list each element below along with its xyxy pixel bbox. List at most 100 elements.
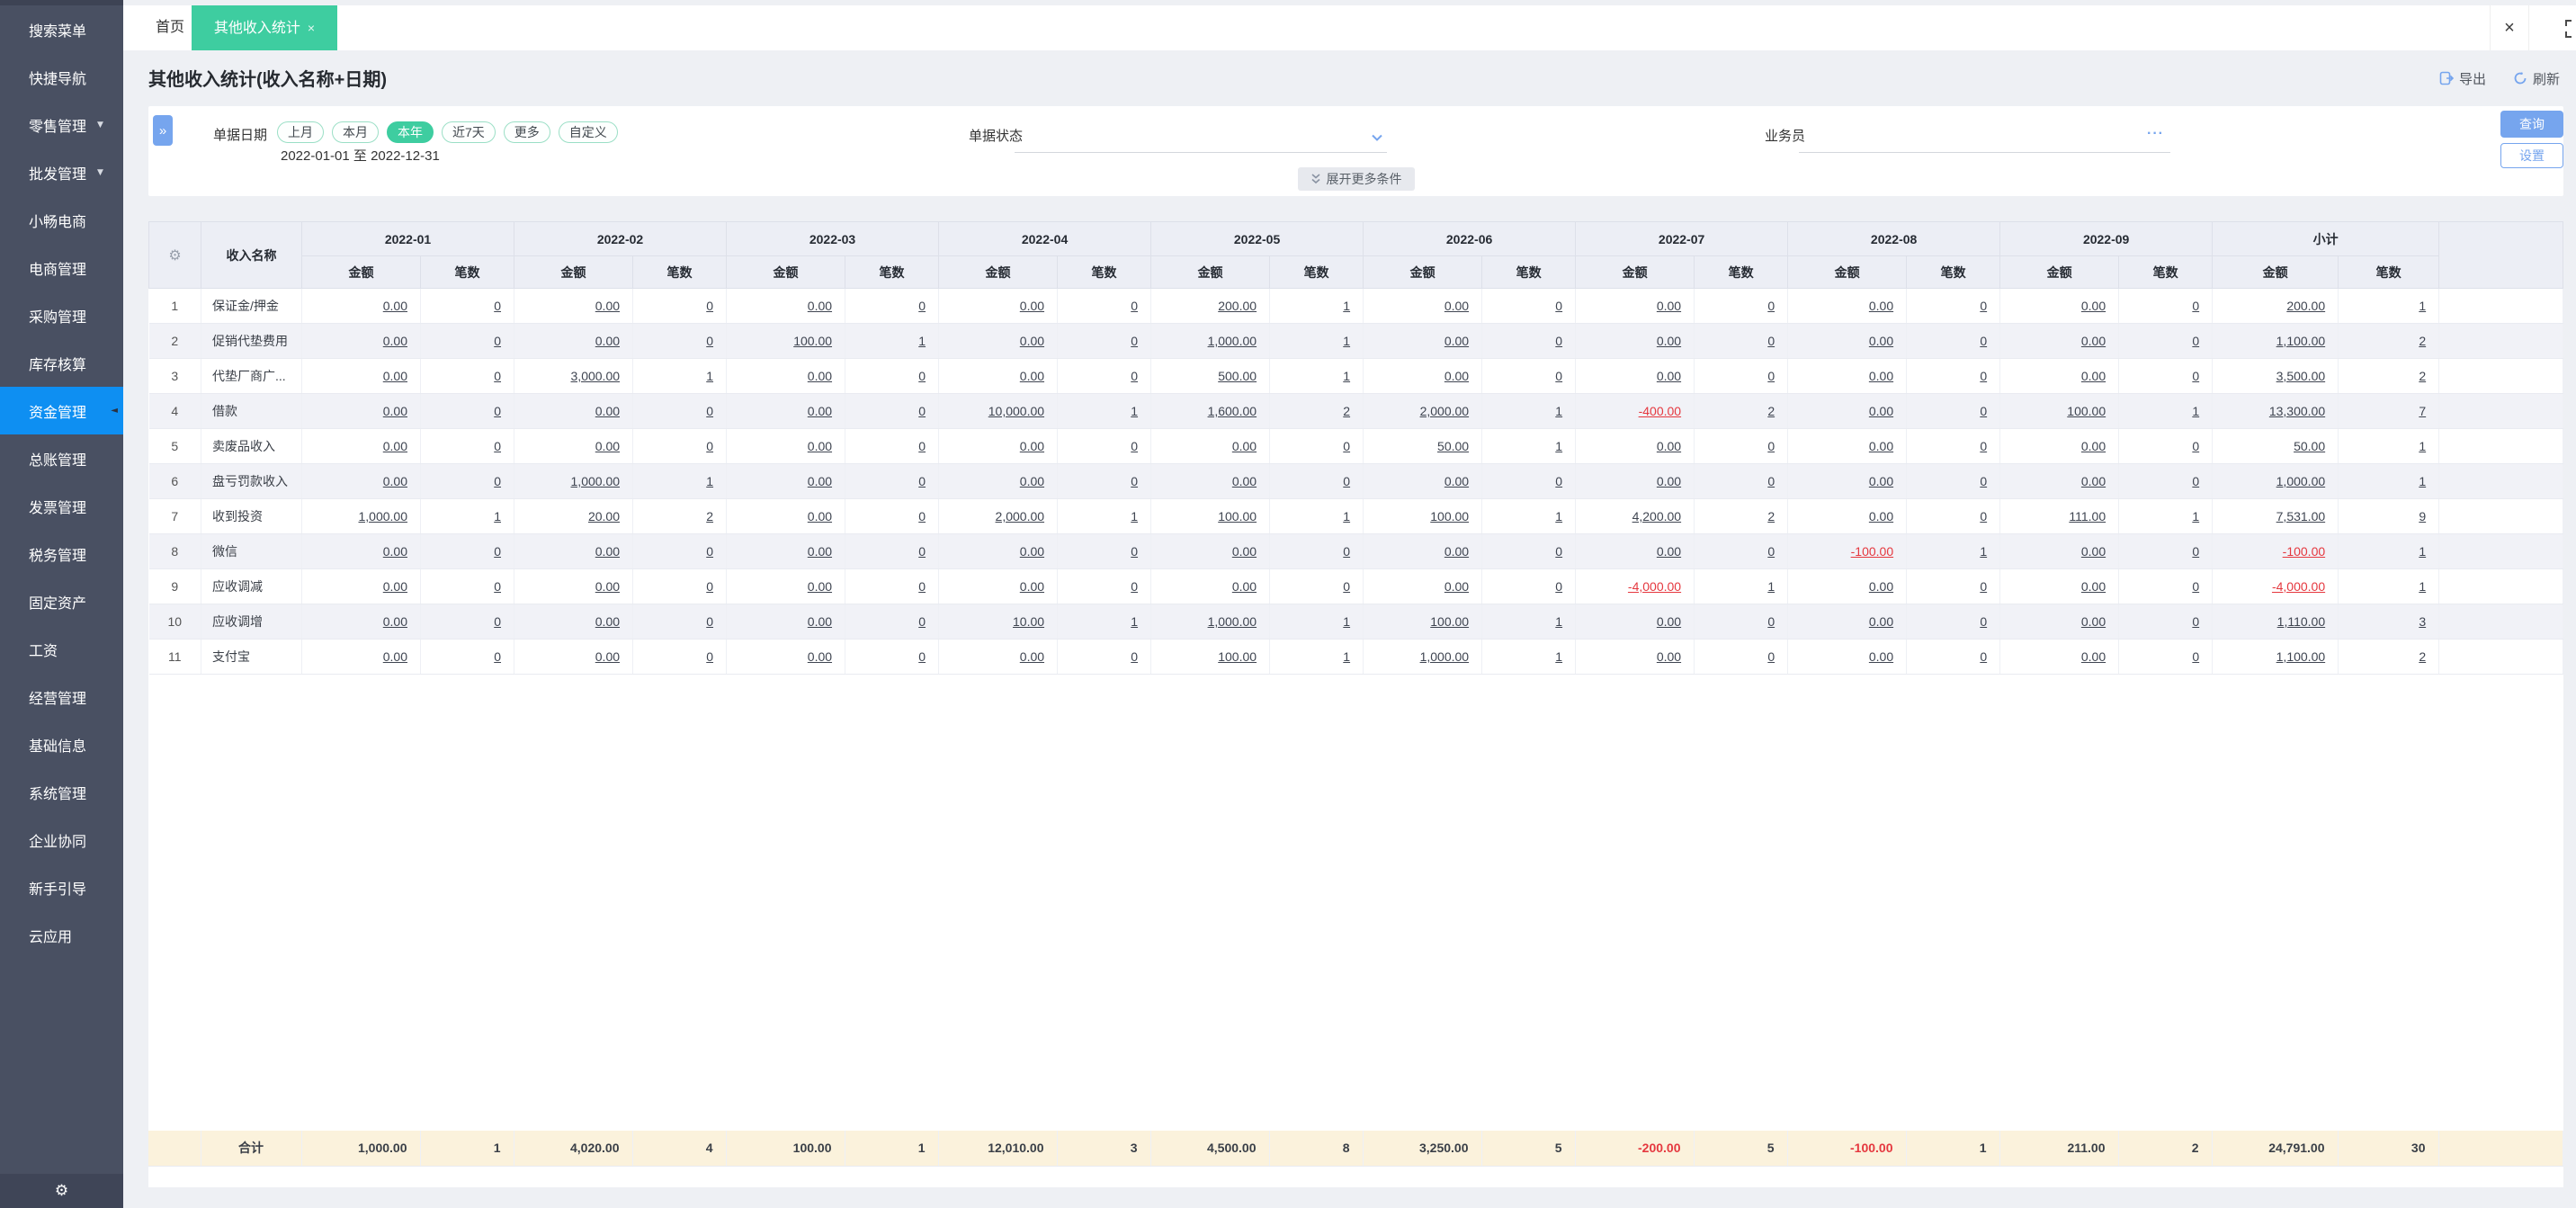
count-link[interactable]: 0 <box>1131 544 1139 559</box>
sidebar-item-系统管理[interactable]: 系统管理 <box>0 768 123 816</box>
close-icon[interactable]: × <box>2490 5 2529 50</box>
sidebar-item-电商管理[interactable]: 电商管理 <box>0 244 123 291</box>
amount-link[interactable]: 0.00 <box>807 299 833 313</box>
amount-link[interactable]: 0.00 <box>1019 474 1045 488</box>
count-link[interactable]: 0 <box>918 544 926 559</box>
amount-link[interactable]: 1,000.00 <box>1207 614 1257 629</box>
count-link[interactable]: 0 <box>2192 614 2200 629</box>
sidebar-item-批发管理[interactable]: 批发管理 ▼ <box>0 148 123 196</box>
amount-link[interactable]: 0.00 <box>2080 334 2106 348</box>
sidebar-item-搜索菜单[interactable]: 搜索菜单 <box>0 5 123 53</box>
amount-link[interactable]: 200.00 <box>1218 299 1257 313</box>
settings-button[interactable]: 设置 <box>2500 143 2563 168</box>
count-link[interactable]: 1 <box>2419 579 2427 594</box>
amount-link[interactable]: 0.00 <box>1019 439 1045 453</box>
count-link[interactable]: 0 <box>2192 474 2200 488</box>
count-link[interactable]: 0 <box>494 334 502 348</box>
status-input[interactable] <box>1015 130 1387 153</box>
collapse-panel-button[interactable]: » <box>153 115 173 146</box>
amount-link[interactable]: 0.00 <box>1019 334 1045 348</box>
count-link[interactable]: 7 <box>2419 404 2427 418</box>
sidebar-item-采购管理[interactable]: 采购管理 <box>0 291 123 339</box>
amount-link[interactable]: -100.00 <box>1850 544 1894 559</box>
sidebar-item-固定资产[interactable]: 固定资产 <box>0 577 123 625</box>
amount-link[interactable]: 0.00 <box>1019 544 1045 559</box>
count-link[interactable]: 0 <box>918 614 926 629</box>
amount-link[interactable]: 200.00 <box>2286 299 2326 313</box>
count-link[interactable]: 0 <box>918 439 926 453</box>
sidebar-item-税务管理[interactable]: 税务管理 <box>0 530 123 577</box>
sidebar-item-经营管理[interactable]: 经营管理 <box>0 673 123 720</box>
count-link[interactable]: 0 <box>2192 334 2200 348</box>
amount-link[interactable]: 0.00 <box>595 614 621 629</box>
count-link[interactable]: 0 <box>1343 474 1351 488</box>
count-link[interactable]: 1 <box>1131 509 1139 523</box>
count-link[interactable]: 0 <box>1555 474 1563 488</box>
count-link[interactable]: 0 <box>2192 544 2200 559</box>
amount-link[interactable]: 0.00 <box>382 404 407 418</box>
count-link[interactable]: 0 <box>1980 439 1988 453</box>
count-link[interactable]: 0 <box>2192 439 2200 453</box>
count-link[interactable]: 0 <box>706 649 714 664</box>
amount-link[interactable]: 0.00 <box>595 579 621 594</box>
amount-link[interactable]: 0.00 <box>1868 404 1894 418</box>
amount-link[interactable]: 13,300.00 <box>2268 404 2326 418</box>
sidebar-item-企业协同[interactable]: 企业协同 <box>0 816 123 863</box>
salesman-picker-icon[interactable]: ··· <box>2147 126 2164 141</box>
count-link[interactable]: 0 <box>1343 544 1351 559</box>
amount-link[interactable]: 0.00 <box>595 334 621 348</box>
count-link[interactable]: 0 <box>1131 299 1139 313</box>
count-link[interactable]: 0 <box>918 299 926 313</box>
count-link[interactable]: 0 <box>1555 334 1563 348</box>
amount-link[interactable]: 0.00 <box>1231 579 1257 594</box>
amount-link[interactable]: 0.00 <box>2080 614 2106 629</box>
count-link[interactable]: 0 <box>1131 579 1139 594</box>
amount-link[interactable]: 0.00 <box>2080 474 2106 488</box>
count-link[interactable]: 1 <box>1555 439 1563 453</box>
amount-link[interactable]: 0.00 <box>1656 544 1682 559</box>
amount-link[interactable]: 2,000.00 <box>1419 404 1470 418</box>
date-preset-本月[interactable]: 本月 <box>332 121 379 143</box>
amount-link[interactable]: 0.00 <box>1868 439 1894 453</box>
count-link[interactable]: 1 <box>706 369 714 383</box>
amount-link[interactable]: 0.00 <box>1444 299 1470 313</box>
amount-link[interactable]: 100.00 <box>1218 509 1257 523</box>
count-link[interactable]: 3 <box>2419 614 2427 629</box>
count-link[interactable]: 0 <box>1767 649 1775 664</box>
date-preset-自定义[interactable]: 自定义 <box>558 121 618 143</box>
tab-other-income-stats[interactable]: 其他收入统计 × <box>192 5 337 50</box>
count-link[interactable]: 0 <box>706 614 714 629</box>
amount-link[interactable]: 50.00 <box>2294 439 2326 453</box>
amount-link[interactable]: 0.00 <box>2080 439 2106 453</box>
amount-link[interactable]: 0.00 <box>2080 579 2106 594</box>
count-link[interactable]: 2 <box>2419 334 2427 348</box>
amount-link[interactable]: 0.00 <box>807 404 833 418</box>
count-link[interactable]: 2 <box>1343 404 1351 418</box>
date-preset-更多[interactable]: 更多 <box>503 121 550 143</box>
amount-link[interactable]: 0.00 <box>1444 369 1470 383</box>
count-link[interactable]: 2 <box>2419 649 2427 664</box>
count-link[interactable]: 1 <box>918 334 926 348</box>
amount-link[interactable]: 2,000.00 <box>995 509 1045 523</box>
amount-link[interactable]: 0.00 <box>382 439 407 453</box>
count-link[interactable]: 0 <box>2192 299 2200 313</box>
count-link[interactable]: 0 <box>494 439 502 453</box>
count-link[interactable]: 0 <box>1131 334 1139 348</box>
count-link[interactable]: 0 <box>1767 369 1775 383</box>
count-link[interactable]: 0 <box>2192 369 2200 383</box>
amount-link[interactable]: 111.00 <box>2069 509 2106 523</box>
sidebar-item-云应用[interactable]: 云应用 <box>0 911 123 959</box>
fullscreen-icon[interactable] <box>2563 18 2576 40</box>
sidebar-item-新手引导[interactable]: 新手引导 <box>0 863 123 911</box>
export-button[interactable]: 导出 <box>2439 69 2486 88</box>
amount-link[interactable]: 0.00 <box>1019 369 1045 383</box>
amount-link[interactable]: 1,000.00 <box>1207 334 1257 348</box>
tab-home[interactable]: 首页 <box>156 20 185 35</box>
count-link[interactable]: 0 <box>1980 474 1988 488</box>
count-link[interactable]: 0 <box>1131 439 1139 453</box>
amount-link[interactable]: 1,100.00 <box>2276 649 2326 664</box>
sidebar-item-库存核算[interactable]: 库存核算 <box>0 339 123 387</box>
sidebar-item-资金管理[interactable]: 资金管理 ◄ <box>0 387 123 434</box>
count-link[interactable]: 2 <box>706 509 714 523</box>
count-link[interactable]: 0 <box>494 474 502 488</box>
